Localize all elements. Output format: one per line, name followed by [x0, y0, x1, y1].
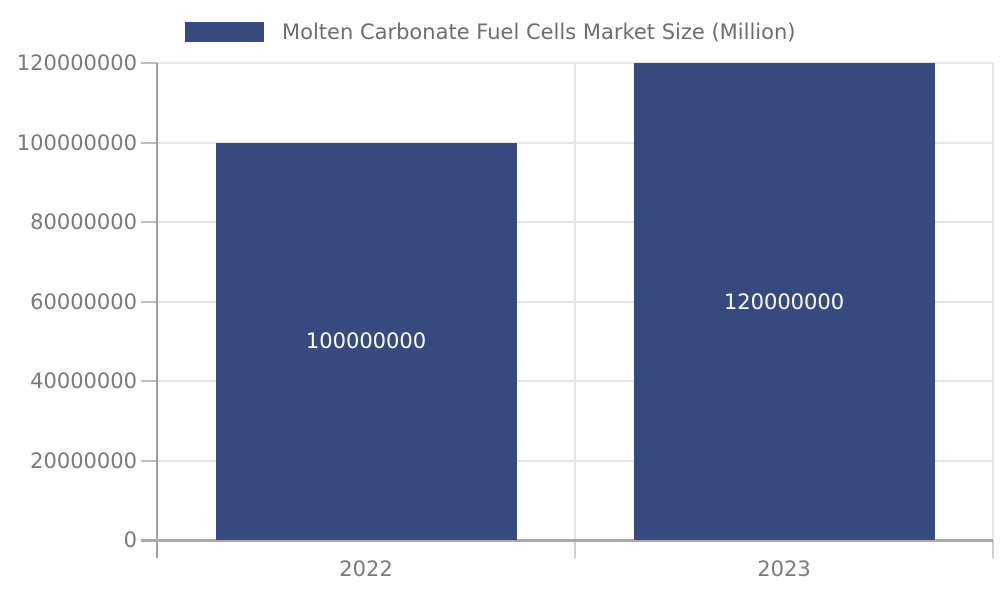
y-tick-mark [141, 62, 157, 64]
y-tick-mark [141, 221, 157, 223]
x-axis-line [141, 539, 993, 542]
y-tick-mark [141, 380, 157, 382]
x-tick-mark [992, 540, 994, 558]
y-tick-label: 100000000 [16, 130, 137, 155]
gridline-vertical [992, 63, 994, 540]
x-tick-mark [574, 540, 576, 558]
bar-value-label: 120000000 [723, 289, 845, 314]
y-tick-label: 120000000 [16, 51, 137, 75]
x-tick-label: 2022 [339, 557, 393, 581]
x-tick-label: 2023 [757, 557, 811, 581]
legend-label: Molten Carbonate Fuel Cells Market Size … [282, 20, 796, 44]
y-tick-label: 80000000 [30, 210, 137, 234]
y-tick-mark [141, 459, 157, 462]
legend-swatch [185, 22, 264, 42]
bar-value-label: 100000000 [305, 329, 427, 354]
y-tick-label: 0 [123, 528, 137, 552]
gridline-vertical [574, 63, 576, 540]
y-tick-mark [141, 300, 157, 303]
bar-2022 [215, 142, 517, 540]
y-tick-mark [141, 141, 157, 144]
y-tick-label: 60000000 [30, 289, 137, 314]
bar-2023 [633, 63, 935, 540]
legend: Molten Carbonate Fuel Cells Market Size … [185, 18, 795, 46]
y-tick-label: 20000000 [30, 448, 137, 473]
y-axis-line [156, 63, 158, 558]
y-tick-label: 40000000 [30, 369, 137, 393]
